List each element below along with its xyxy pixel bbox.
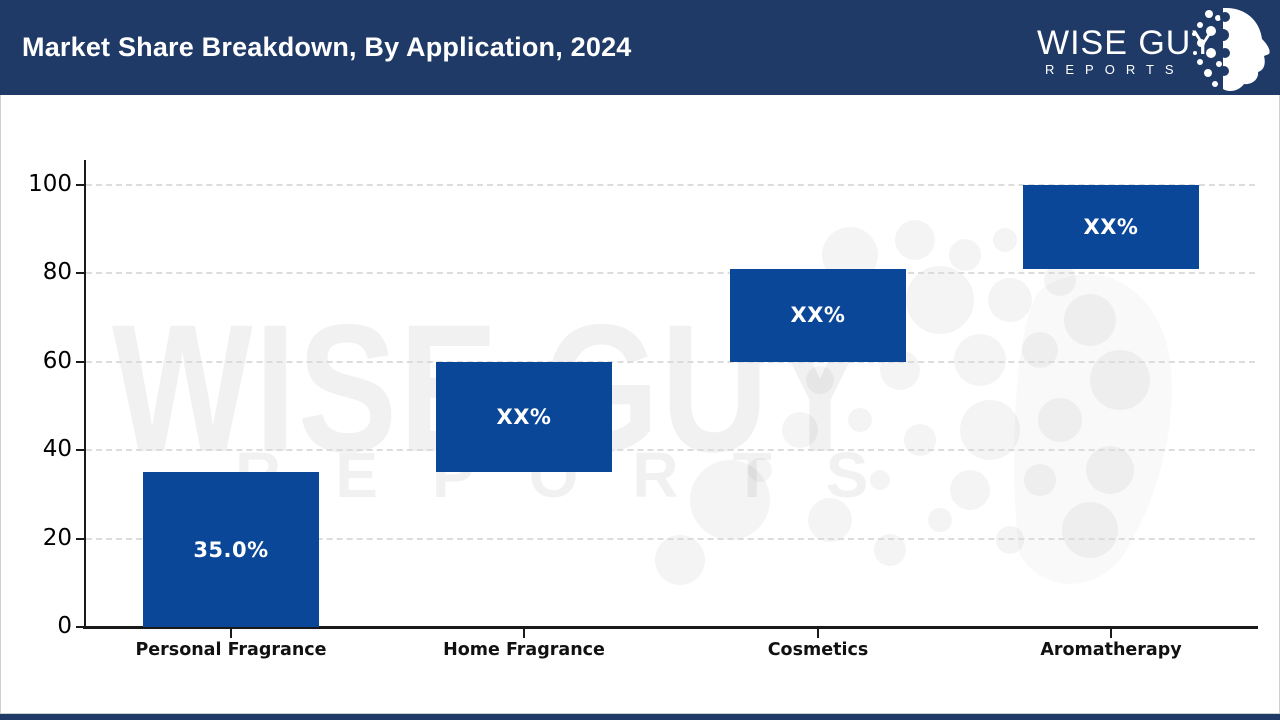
logo-wordmark: WISE GUY [1037,24,1216,62]
y-tick-label: 80 [42,259,72,286]
y-tick-mark [76,537,85,540]
y-tick-mark [76,184,85,186]
x-category-label: Cosmetics [767,640,869,660]
y-tick-label: 60 [42,347,72,374]
y-tick-label: 20 [42,524,72,551]
x-category-label: Aromatherapy [1040,640,1182,660]
bar-home-fragrance: XX% [436,361,612,473]
dotted-head-icon [1192,8,1270,92]
y-axis-line [84,160,86,628]
y-tick-mark [76,449,85,452]
wise-guy-reports-logo: WISE GUY REPORTS [1007,4,1272,92]
gridline-20 [86,537,1255,540]
bar-personal-fragrance: 35.0% [143,472,319,627]
footer-bar [0,713,1280,720]
x-tick-mark [523,629,525,638]
bar-value-label: 35.0% [193,537,269,562]
chart-title: Market Share Breakdown, By Application, … [22,32,632,62]
logo-subtext: REPORTS [1045,62,1185,77]
bar-cosmetics: XX% [730,268,906,362]
x-category-label: Personal Fragrance [135,640,327,660]
header-bar: Market Share Breakdown, By Application, … [0,0,1280,95]
x-category-label: Home Fragrance [443,640,605,660]
gridline-60 [86,360,1255,363]
y-tick-mark [76,272,85,275]
gridline-100 [86,184,1255,186]
y-tick-label: 0 [57,613,72,639]
x-axis-line [83,626,1258,629]
bar-value-label: XX% [496,405,552,430]
y-tick-mark [76,626,85,628]
gridline-80 [86,272,1255,275]
x-tick-mark [230,629,232,638]
bar-value-label: XX% [1083,214,1139,239]
x-tick-mark [817,629,819,638]
y-tick-label: 40 [42,436,72,463]
gridline-40 [86,449,1255,452]
y-tick-label: 100 [28,171,72,197]
bar-value-label: XX% [790,303,846,328]
y-tick-mark [76,360,85,363]
x-tick-mark [1110,629,1112,638]
bar-aromatherapy: XX% [1023,185,1199,269]
